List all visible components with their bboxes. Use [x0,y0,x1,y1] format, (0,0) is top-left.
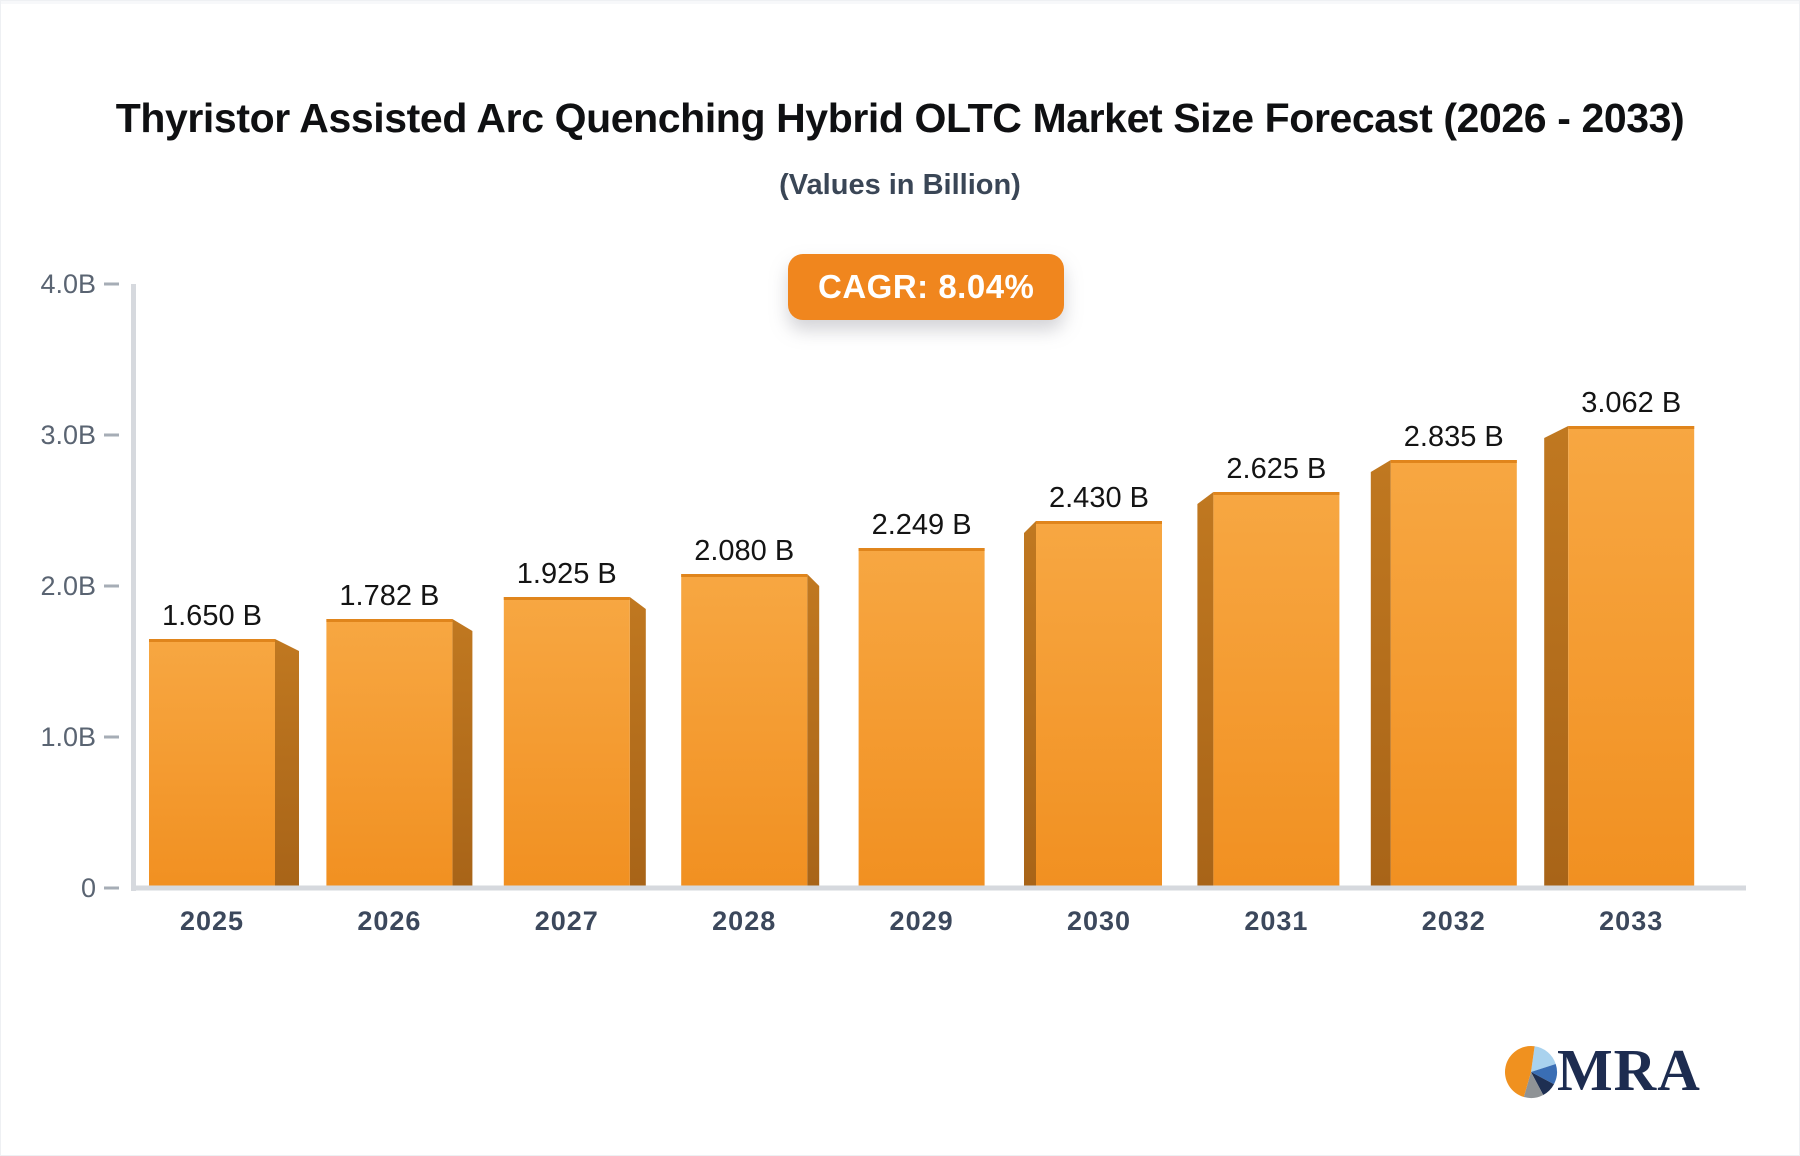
x-axis-line [131,885,1746,891]
bar-front-face [858,548,985,888]
bar-side-face [275,639,299,888]
y-tick-label: 0 [81,873,96,903]
pie-slice-light-blue [1531,1045,1556,1072]
bar-2030: 2.430 B 2030 [1024,482,1162,936]
cagr-badge: CAGR: 8.04% [788,254,1065,320]
y-axis-line [131,284,136,891]
bar-value-label: 2.835 B [1404,421,1504,453]
bar-2025: 1.650 B 2025 [149,600,299,936]
bar-value-label: 2.080 B [694,535,794,567]
x-tick-label: 2031 [1244,906,1308,936]
bar-value-label: 1.650 B [162,600,262,632]
bar-top-edge [858,548,985,551]
bar-value-label: 2.625 B [1226,453,1326,485]
bar-top-edge [503,597,630,600]
bar-front-face [149,639,275,888]
bar-side-face [629,597,646,888]
bar-side-face [1197,492,1214,888]
bar-top-edge [1213,492,1340,495]
bar-front-face [1213,492,1340,888]
x-tick-label: 2028 [712,906,776,936]
bar-top-edge [681,574,808,577]
brand-text: MRA [1557,1037,1701,1103]
x-tick-label: 2030 [1067,906,1131,936]
y-tick-dash [104,735,119,739]
y-tick-label: 1.0B [40,722,96,752]
bar-2028: 2.080 B 2028 [681,535,820,936]
bar-value-label: 3.062 B [1581,387,1681,419]
pie-slice-orange [1504,1045,1535,1097]
x-tick-label: 2027 [535,906,599,936]
bar-value-label: 2.249 B [872,509,972,541]
pie-slice-gray [1523,1071,1544,1098]
bar-front-face [1390,460,1517,888]
y-tick-label: 4.0B [40,269,96,299]
bar-top-edge [1036,521,1162,524]
card-top-strip [1,1,1799,4]
x-tick-label: 2029 [890,906,954,936]
y-tick-dash [104,886,119,890]
bar-front-face [326,619,453,888]
bar-value-label: 2.430 B [1049,482,1149,514]
bar-value-label: 1.925 B [517,558,617,590]
bar-2026: 1.782 B 2026 [326,580,473,936]
bar-side-face [807,574,820,888]
y-tick-dash [104,584,119,588]
y-tick-label: 3.0B [40,420,96,450]
x-tick-label: 2026 [357,906,421,936]
bar-2032: 2.835 B 2032 [1370,421,1517,936]
x-tick-label: 2033 [1599,906,1663,936]
pie-slice-navy [1531,1071,1554,1095]
bar-2033: 3.062 B 2033 [1544,387,1695,936]
chart-title: Thyristor Assisted Arc Quenching Hybrid … [115,95,1685,141]
x-tick-label: 2032 [1422,906,1486,936]
pie-logo-icon [1504,1045,1558,1098]
bar-top-edge [1390,460,1517,463]
chart-subtitle: (Values in Billion) [779,169,1021,201]
pie-slice-medium-blue [1531,1063,1558,1084]
bar-side-face [1544,426,1569,888]
y-tick-dash [104,433,119,437]
bar-top-edge [149,639,275,642]
bar-front-face [503,597,630,888]
brand-logo: MRA [1504,1041,1701,1100]
bar-front-face [1036,521,1162,888]
bar-top-edge [1568,426,1695,429]
bar-value-label: 1.782 B [339,580,439,612]
y-tick-label: 2.0B [40,571,96,601]
bar-side-face [1370,460,1391,888]
bar-side-face [1024,521,1036,888]
y-tick-dash [104,282,119,286]
bar-2027: 1.925 B 2027 [503,558,646,936]
bar-front-face [1568,426,1695,888]
bar-2031: 2.625 B 2031 [1197,453,1340,936]
bar-front-face [681,574,808,888]
bar-top-edge [326,619,453,622]
bar-2029: 2.249 B 2029 [858,509,985,936]
bar-side-face [452,619,473,888]
x-tick-label: 2025 [180,906,244,936]
cagr-badge-label: CAGR: 8.04% [818,268,1035,305]
